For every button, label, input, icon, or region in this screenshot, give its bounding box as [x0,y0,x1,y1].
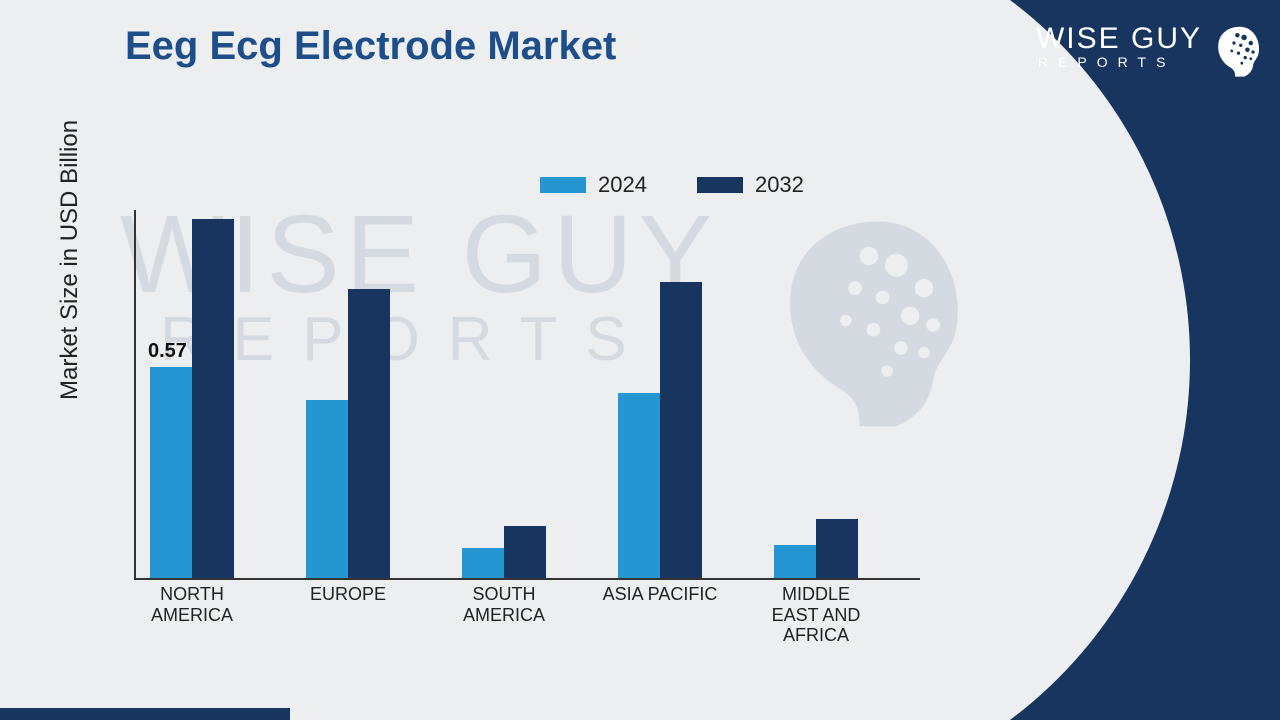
legend-swatch-2032 [697,177,743,193]
bar [306,400,348,578]
bar [348,289,390,578]
bar [192,219,234,578]
legend-label-2032: 2032 [755,172,804,198]
bar [816,519,858,578]
legend-item-2032: 2032 [697,172,804,198]
bar [660,282,702,578]
brand-head-icon [1206,24,1262,80]
bar [504,526,546,578]
bar [462,548,504,578]
legend-item-2024: 2024 [540,172,647,198]
bar-group: ASIA PACIFIC [618,282,702,578]
logo-line2: REPORTS [1036,54,1202,70]
legend-swatch-2024 [540,177,586,193]
plot-area: NORTH AMERICA0.57 EUROPE SOUTH AMERICA ASIA… [134,210,920,580]
bar [150,367,192,578]
bar-value-label: 0.57 [148,340,187,363]
page: WISE GUY REPORTS WISE GUY REPORTS Eeg Ec… [0,0,1280,720]
y-axis-label: Market Size in USD Billion [56,120,84,400]
category-label: EUROPE [289,584,407,605]
category-label: SOUTH AMERICA [445,584,563,625]
legend: 2024 2032 [540,172,804,198]
bottom-accent-bar [0,708,290,720]
bar-group: EUROPE [306,289,390,578]
legend-label-2024: 2024 [598,172,647,198]
bar [774,545,816,578]
brand-logo: WISE GUY REPORTS [1036,22,1256,70]
bar-group: SOUTH AMERICA [462,526,546,578]
bar-group: NORTH AMERICA0.57 [150,219,234,578]
bar-group: MIDDLE EAST AND AFRICA [774,519,858,578]
chart-title: Eeg Ecg Electrode Market [125,24,616,69]
category-label: MIDDLE EAST AND AFRICA [757,584,875,646]
category-label: NORTH AMERICA [133,584,251,625]
category-label: ASIA PACIFIC [601,584,719,605]
logo-line1: WISE GUY [1036,22,1202,56]
chart-area: NORTH AMERICA0.57 EUROPE SOUTH AMERICA ASIA… [100,210,920,580]
bar [618,393,660,578]
